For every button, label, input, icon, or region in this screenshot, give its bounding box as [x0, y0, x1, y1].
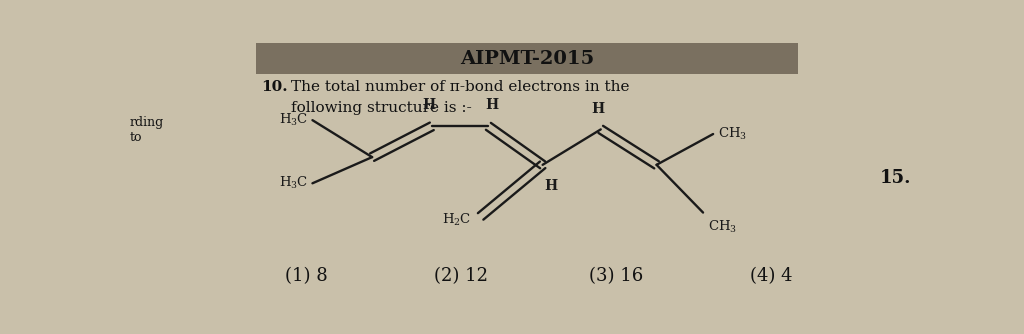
Text: (4) 4: (4) 4 — [750, 267, 793, 285]
Text: (2) 12: (2) 12 — [434, 267, 488, 285]
Text: $\mathregular{H_2C}$: $\mathregular{H_2C}$ — [442, 212, 471, 228]
Text: 15.: 15. — [880, 169, 911, 187]
Text: (1) 8: (1) 8 — [285, 267, 328, 285]
Text: $\mathregular{CH_3}$: $\mathregular{CH_3}$ — [708, 219, 736, 235]
Text: H: H — [591, 102, 604, 116]
FancyBboxPatch shape — [256, 43, 799, 74]
Text: $\mathregular{H_3C}$: $\mathregular{H_3C}$ — [280, 175, 308, 191]
Text: 10.: 10. — [261, 80, 288, 94]
Text: The total number of π-bond electrons in the
following structure is :-: The total number of π-bond electrons in … — [291, 80, 630, 115]
Text: rding
to: rding to — [130, 116, 164, 144]
Text: $\mathregular{H_3C}$: $\mathregular{H_3C}$ — [280, 112, 308, 128]
Text: (3) 16: (3) 16 — [589, 267, 643, 285]
Text: H: H — [544, 179, 557, 193]
Text: $\mathregular{CH_3}$: $\mathregular{CH_3}$ — [718, 126, 746, 142]
Text: AIPMT-2015: AIPMT-2015 — [460, 49, 594, 67]
Text: H: H — [485, 99, 498, 113]
Text: H: H — [422, 99, 435, 113]
